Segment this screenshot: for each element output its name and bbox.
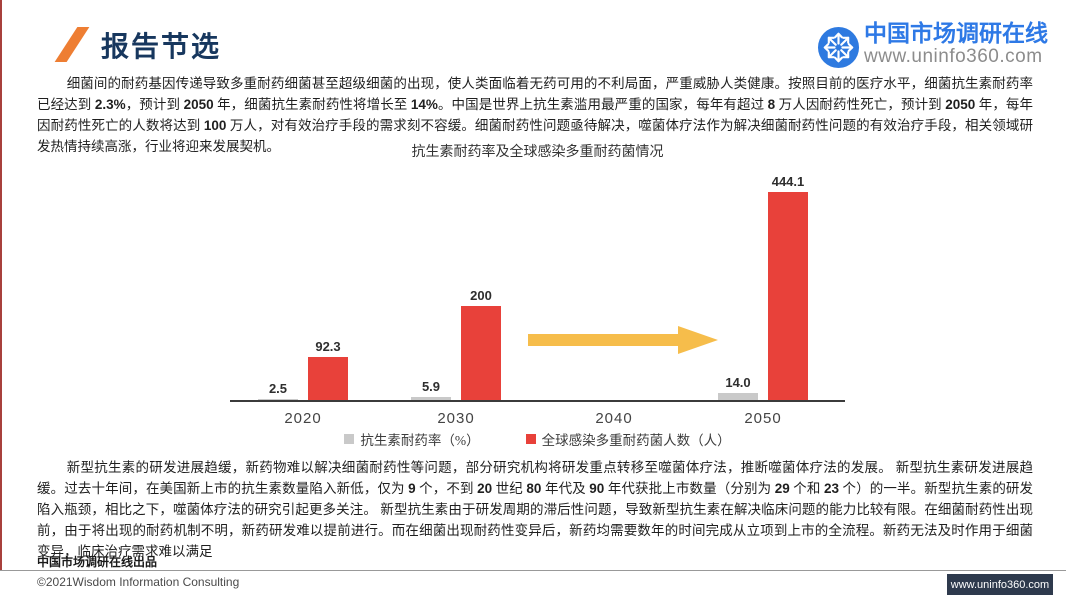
logo-name: 中国市场调研在线 (864, 20, 1048, 46)
bar-value-label: 2.5 (268, 380, 288, 396)
page-title: 报告节选 (101, 31, 222, 62)
footer-copyright: ©2021Wisdom Information Consulting (37, 575, 240, 589)
legend-item: 全球感染多重耐药菌人数（人） (525, 429, 731, 449)
bar-gray-2050 (718, 393, 758, 400)
x-axis-label-2050: 2050 (744, 410, 782, 427)
legend-swatch-icon (344, 434, 355, 444)
bar-value-label: 5.9 (421, 379, 441, 395)
bar-group-2030: 5.9 200 (411, 288, 501, 400)
left-accent-line (0, 0, 2, 570)
radial-arrows-icon (817, 26, 860, 69)
chart-legend: 抗生素耐药率（%） 全球感染多重耐药菌人数（人） (230, 429, 845, 449)
x-axis-label-2030: 2030 (437, 410, 475, 427)
slash-icon (54, 27, 90, 62)
chart: 抗生素耐药率及全球感染多重耐药菌情况 2.5 92.3 2020 5.9 200 2030… (230, 141, 845, 453)
bar-red-2050 (768, 192, 808, 400)
bar-gray-2020 (258, 398, 298, 400)
bar-red-2030 (461, 306, 501, 400)
footer-divider (0, 570, 1066, 571)
chart-title: 抗生素耐药率及全球感染多重耐药菌情况 (411, 145, 664, 160)
bar-value-label: 200 (470, 288, 492, 304)
legend-label: 全球感染多重耐药菌人数（人） (541, 433, 731, 448)
legend-swatch-icon (525, 434, 536, 444)
legend-item: 抗生素耐药率（%） (344, 429, 480, 449)
bar-plot: 2.5 92.3 2020 5.9 200 2030 2040 14.0 444.1 2050 (230, 174, 845, 427)
body-paragraph: 新型抗生素的研发进展趋缓，新药物难以解决细菌耐药性等问题，部分研究机构将研发重点… (37, 460, 1034, 559)
bar-group-2050: 14.0 444.1 (718, 174, 808, 400)
footer-url-badge[interactable]: www.uninfo360.com (947, 574, 1053, 595)
x-axis-label-2020: 2020 (284, 410, 322, 427)
x-axis-label-2040: 2040 (595, 410, 633, 427)
bar-gray-2030 (411, 397, 451, 400)
bar-value-label: 92.3 (315, 338, 341, 354)
logo-url: www.uninfo360.com (864, 46, 1043, 67)
growth-arrow-icon (528, 326, 718, 354)
footer-producer: 中国市场调研在线出品 (37, 555, 158, 569)
bar-value-label: 444.1 (771, 174, 805, 190)
logo[interactable]: 中国市场调研在线 www.uninfo360.com (864, 20, 1054, 68)
bar-group-2020: 2.5 92.3 (258, 339, 348, 400)
bar-red-2020 (308, 356, 348, 400)
bar-value-label: 14.0 (725, 375, 751, 391)
legend-label: 抗生素耐药率（%） (360, 433, 480, 448)
intro-paragraph: 细菌间的耐药基因传递导致多重耐药细菌甚至超级细菌的出现，使人类面临着无药可用的不… (37, 76, 1034, 154)
